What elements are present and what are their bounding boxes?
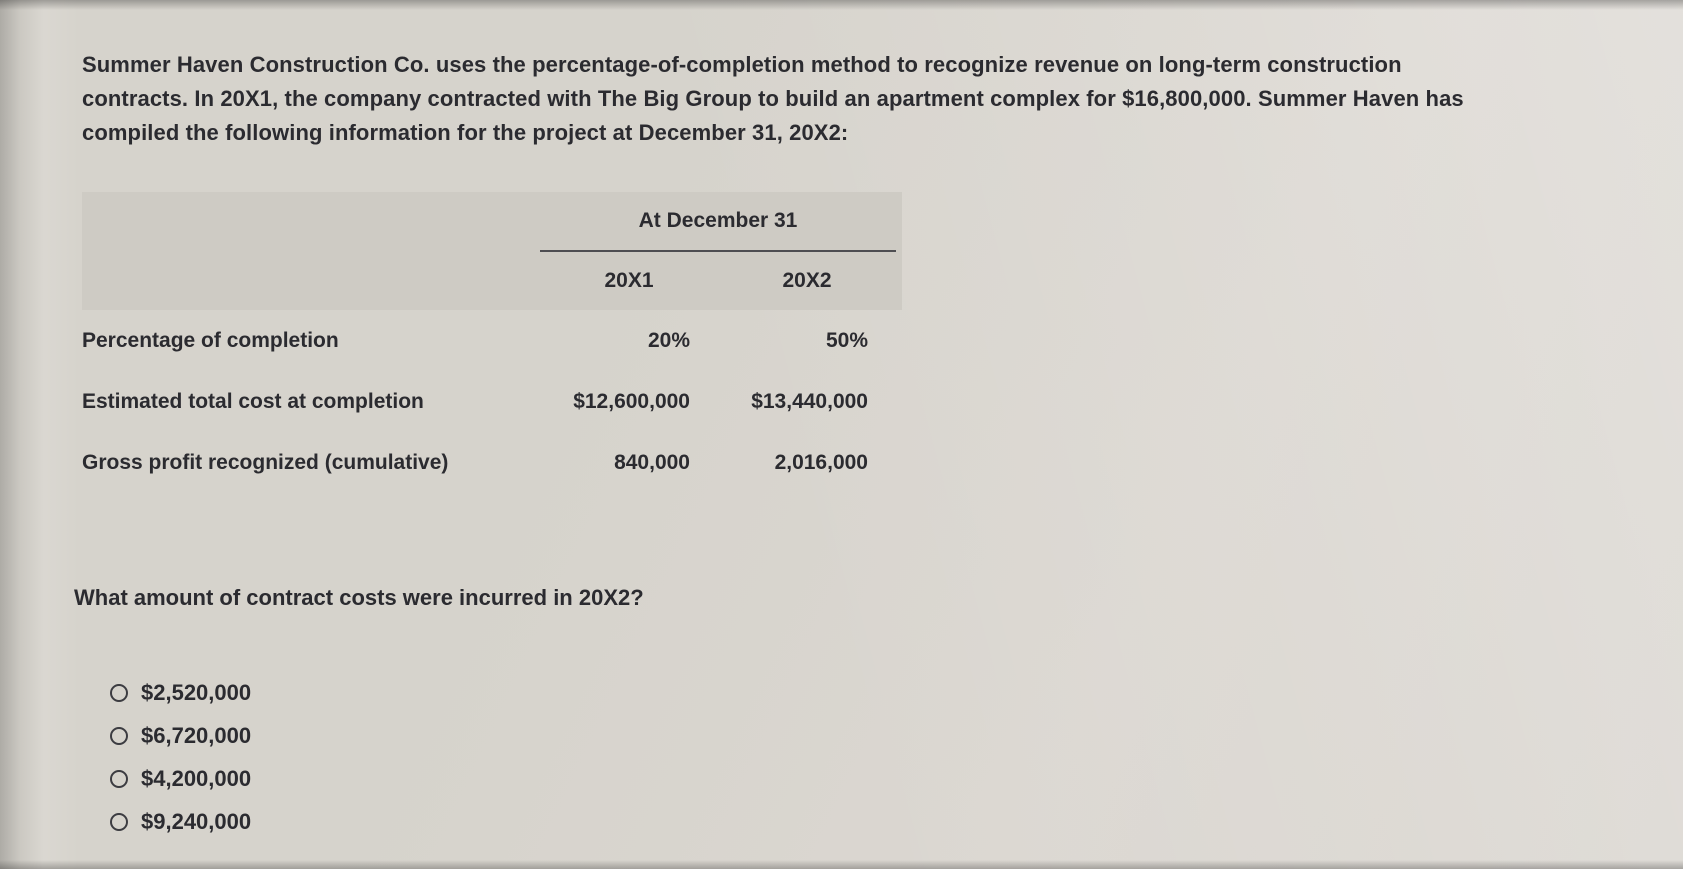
- table-row: Percentage of completion 20% 50%: [82, 310, 902, 371]
- table-header-block: At December 31 20X1 20X2: [82, 192, 902, 310]
- table-header-row: At December 31: [82, 191, 902, 252]
- table-header-title: At December 31: [540, 191, 896, 252]
- row-label: Percentage of completion: [82, 328, 339, 352]
- answer-option-label: $4,200,000: [141, 765, 252, 791]
- answer-option-4[interactable]: $9,240,000: [110, 800, 1562, 843]
- radio-button-icon[interactable]: [110, 683, 128, 702]
- answer-option-3[interactable]: $4,200,000: [110, 757, 1562, 800]
- answer-option-2[interactable]: $6,720,000: [110, 714, 1562, 757]
- problem-statement: Summer Haven Construction Co. uses the p…: [82, 52, 1464, 145]
- row-value-20x1: 840,000: [614, 450, 690, 474]
- radio-button-icon[interactable]: [110, 812, 128, 831]
- table-row: Estimated total cost at completion $12,6…: [82, 371, 902, 432]
- answer-option-label: $9,240,000: [141, 808, 252, 834]
- radio-button-icon[interactable]: [110, 769, 128, 788]
- question-content: Summer Haven Construction Co. uses the p…: [74, 26, 1562, 843]
- project-data-table: At December 31 20X1 20X2 Percentage of c…: [82, 192, 902, 493]
- row-label: Gross profit recognized (cumulative): [82, 450, 449, 474]
- answer-option-label: $2,520,000: [141, 679, 252, 705]
- row-value-20x2: $13,440,000: [751, 389, 868, 413]
- question-text: What amount of contract costs were incur…: [74, 585, 644, 610]
- radio-button-icon[interactable]: [110, 726, 128, 745]
- row-value-20x1: 20%: [647, 328, 690, 352]
- answer-option-label: $6,720,000: [141, 722, 252, 748]
- answer-options: $2,520,000 $6,720,000 $4,200,000 $9,240,…: [110, 671, 1562, 843]
- table-column-spacer: [82, 251, 540, 310]
- column-header-20x1: 20X1: [604, 268, 654, 292]
- table-row: Gross profit recognized (cumulative) 840…: [82, 432, 902, 493]
- row-value-20x2: 50%: [825, 328, 868, 352]
- row-value-20x1: $12,600,000: [573, 389, 690, 413]
- table-header-spacer: [82, 192, 540, 251]
- answer-option-1[interactable]: $2,520,000: [110, 671, 1562, 714]
- column-header-20x2: 20X2: [782, 268, 832, 292]
- row-label: Estimated total cost at completion: [82, 389, 424, 413]
- row-value-20x2: 2,016,000: [774, 450, 868, 474]
- table-column-header-row: 20X1 20X2: [82, 251, 902, 310]
